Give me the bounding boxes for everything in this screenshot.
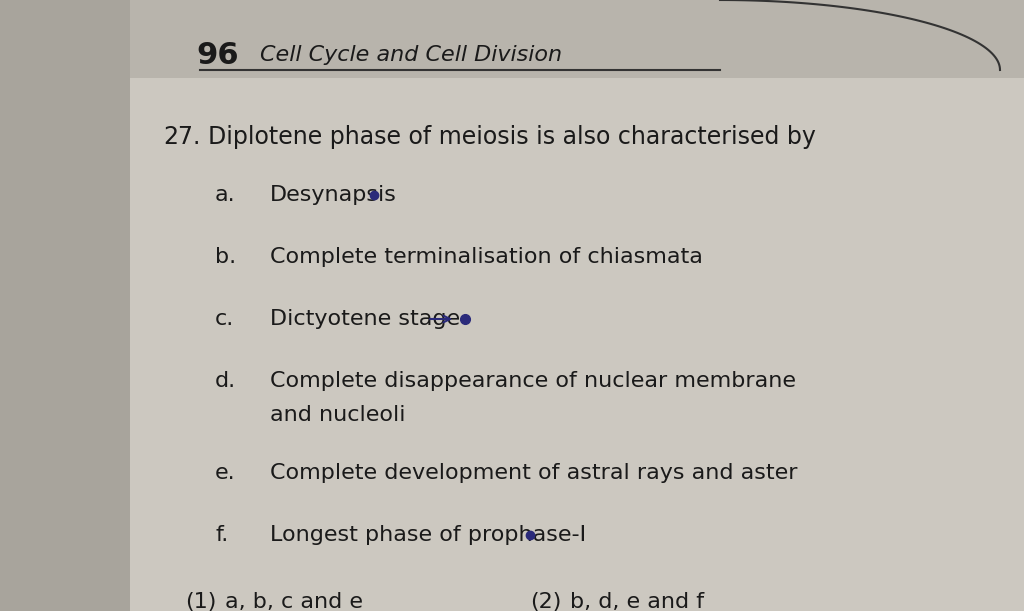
Text: b.: b. — [215, 247, 237, 267]
Text: f.: f. — [215, 525, 228, 545]
Text: Complete development of astral rays and aster: Complete development of astral rays and … — [270, 463, 798, 483]
Text: b, d, e and f: b, d, e and f — [570, 592, 705, 611]
Text: a, b, c and e: a, b, c and e — [225, 592, 362, 611]
Text: a.: a. — [215, 185, 236, 205]
Bar — [0, 0, 130, 611]
Text: e.: e. — [215, 463, 236, 483]
Bar — [130, 0, 1024, 78]
Text: c.: c. — [215, 309, 234, 329]
Text: 27.: 27. — [163, 125, 201, 149]
Text: Desynapsis: Desynapsis — [270, 185, 397, 205]
Text: Cell Cycle and Cell Division: Cell Cycle and Cell Division — [260, 45, 562, 65]
Text: and nucleoli: and nucleoli — [270, 405, 406, 425]
Text: Dictyotene stage: Dictyotene stage — [270, 309, 460, 329]
Text: Complete disappearance of nuclear membrane: Complete disappearance of nuclear membra… — [270, 371, 796, 391]
Text: Complete terminalisation of chiasmata: Complete terminalisation of chiasmata — [270, 247, 702, 267]
Text: Diplotene phase of meiosis is also characterised by: Diplotene phase of meiosis is also chara… — [208, 125, 816, 149]
Text: (1): (1) — [185, 592, 216, 611]
Text: d.: d. — [215, 371, 237, 391]
Text: (2): (2) — [530, 592, 561, 611]
Text: Longest phase of prophase-I: Longest phase of prophase-I — [270, 525, 586, 545]
Text: 96: 96 — [197, 40, 240, 70]
